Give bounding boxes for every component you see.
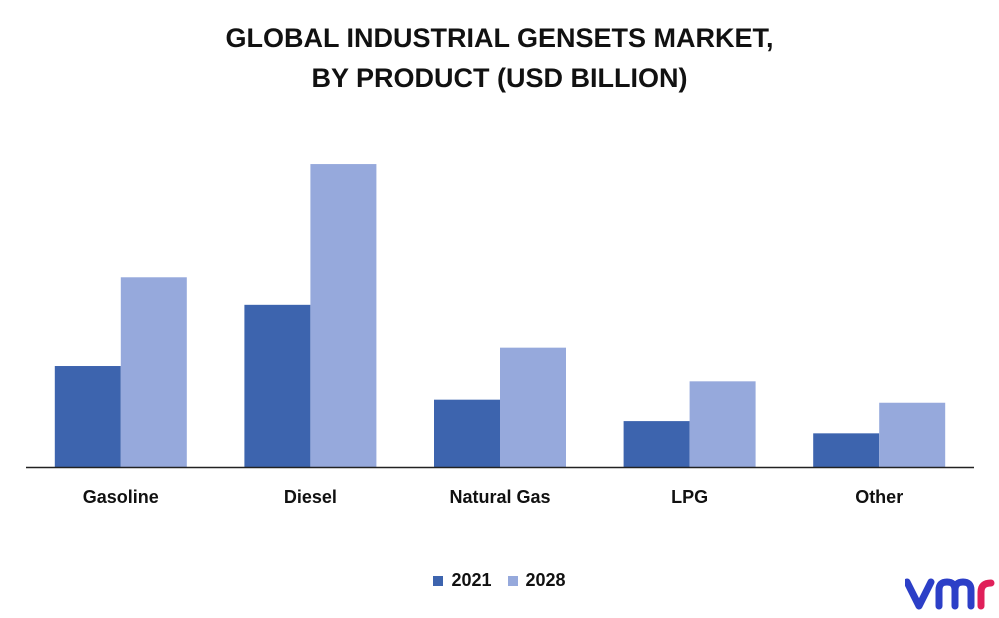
x-tick-label: Diesel <box>284 487 337 507</box>
bar-other-2028 <box>879 402 946 467</box>
bar-natural-gas-2021 <box>434 399 500 467</box>
bar-gasoline-2021 <box>54 366 121 467</box>
bars-group <box>54 164 946 467</box>
bar-lpg-2028 <box>689 381 756 467</box>
bar-lpg-2021 <box>623 421 690 467</box>
legend-label-2021: 2021 <box>451 570 492 590</box>
legend-item-2021: 2021 <box>433 570 492 591</box>
legend-swatch-2028 <box>507 575 518 586</box>
chart-title: GLOBAL INDUSTRIAL GENSETS MARKET, BY PRO… <box>0 18 999 98</box>
x-tick-label: LPG <box>671 487 708 507</box>
chart-title-line-2: BY PRODUCT (USD BILLION) <box>311 63 688 93</box>
vmr-logo <box>905 578 995 610</box>
bar-other-2021 <box>813 433 880 467</box>
chart-title-line-1: GLOBAL INDUSTRIAL GENSETS MARKET, <box>225 23 774 53</box>
legend-label-2028: 2028 <box>525 570 566 590</box>
bar-natural-gas-2028 <box>500 347 566 467</box>
legend-item-2028: 2028 <box>507 570 566 591</box>
legend: 2021 2028 <box>0 570 999 591</box>
x-tick-labels: Gasoline Diesel Natural Gas LPG Other <box>83 487 903 507</box>
x-tick-label: Other <box>855 487 903 507</box>
legend-swatch-2021 <box>433 575 444 586</box>
bar-gasoline-2028 <box>120 277 187 467</box>
bar-diesel-2021 <box>244 304 311 467</box>
x-tick-label: Natural Gas <box>449 487 550 507</box>
x-tick-label: Gasoline <box>83 487 159 507</box>
bar-diesel-2028 <box>310 164 377 467</box>
